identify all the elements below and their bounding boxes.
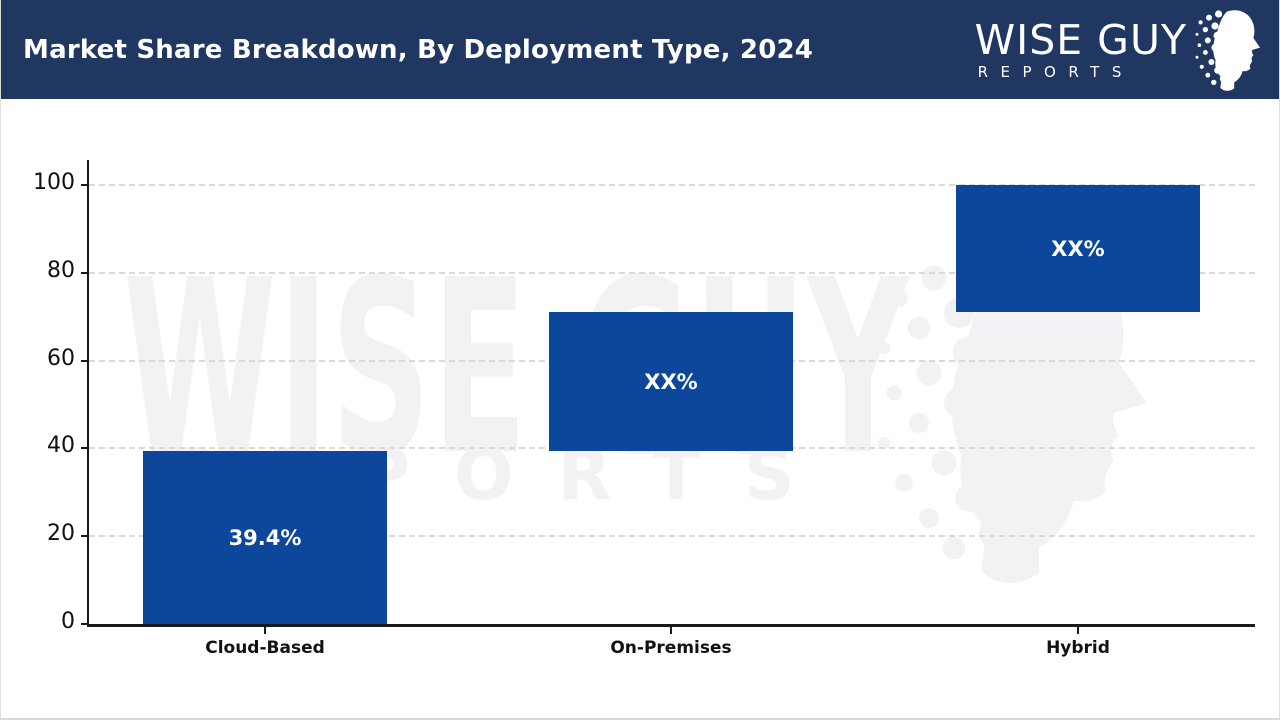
bar-value-label: XX% — [644, 369, 698, 394]
y-axis-tick — [81, 447, 89, 450]
logo-text: WISE GUY REPORTS — [974, 15, 1187, 81]
y-axis-tick-label: 80 — [47, 257, 75, 283]
y-axis-tick — [81, 359, 89, 362]
wiseguy-logo: WISE GUY REPORTS — [975, 8, 1263, 92]
bar-value-label: 39.4% — [228, 525, 302, 550]
logo-subtitle: REPORTS — [977, 62, 1134, 81]
header-bar: Market Share Breakdown, By Deployment Ty… — [1, 0, 1279, 99]
x-axis-line — [87, 624, 1255, 627]
y-axis-tick-label: 20 — [47, 521, 75, 547]
x-axis-tick — [1077, 626, 1079, 634]
x-axis-category-label: Hybrid — [1046, 638, 1110, 658]
x-axis-category-label: On-Premises — [610, 638, 732, 658]
y-axis-tick-label: 60 — [47, 345, 75, 371]
y-gridline — [89, 535, 1255, 538]
bar-segment-cloud-based: 39.4% — [143, 451, 387, 624]
y-gridline — [89, 271, 1255, 274]
logo-wordmark: WISE GUY — [974, 15, 1187, 64]
x-axis-category-label: Cloud-Based — [205, 638, 325, 658]
x-axis-tick — [264, 626, 266, 634]
y-axis-tick — [81, 535, 89, 538]
y-axis-tick — [81, 184, 89, 186]
wiseguy-face-icon — [1191, 8, 1263, 92]
y-axis-tick-label: 40 — [47, 433, 75, 459]
y-axis-line — [87, 160, 89, 626]
bar-value-label: XX% — [1051, 236, 1105, 261]
y-axis-tick-label: 0 — [61, 609, 75, 634]
bar-segment-on-premises: XX% — [549, 312, 793, 452]
chart-title: Market Share Breakdown, By Deployment Ty… — [23, 34, 814, 65]
y-axis-tick-label: 100 — [33, 170, 75, 195]
bar-segment-hybrid: XX% — [956, 185, 1200, 313]
y-gridline — [89, 184, 1255, 186]
y-axis-tick — [81, 271, 89, 274]
x-axis-tick — [670, 626, 672, 634]
y-axis-tick — [81, 623, 89, 625]
